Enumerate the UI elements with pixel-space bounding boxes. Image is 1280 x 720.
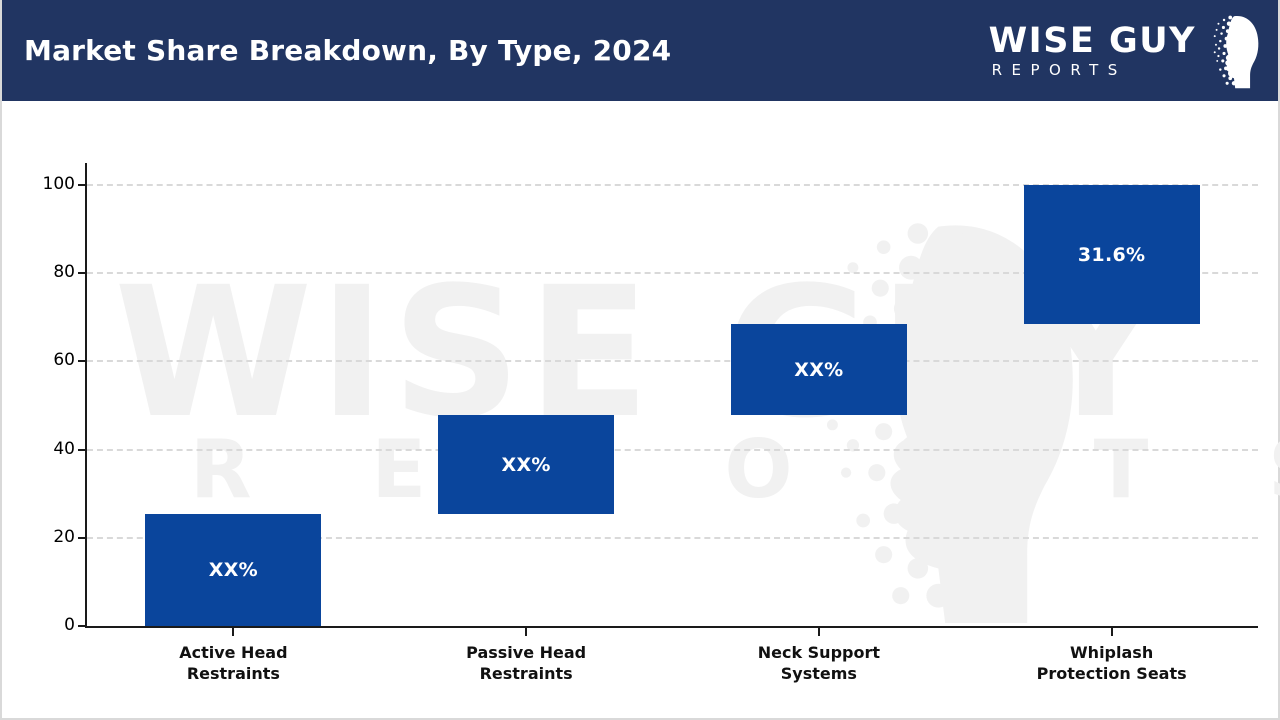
y-axis-tick-label: 100: [42, 174, 75, 194]
chart-plot-area: WISE GUY R E P O R T S 0 20 40 60 80 100 XX% Ac…: [2, 101, 1280, 720]
x-axis-line: [85, 626, 1258, 628]
logo-subtitle: REPORTS: [991, 60, 1127, 79]
y-axis-tick-mark: [78, 184, 86, 186]
gridline: [87, 360, 1258, 363]
bar-value-label: 31.6%: [1077, 243, 1146, 266]
y-axis-tick-label: 0: [64, 615, 75, 635]
x-axis-category-label: Passive Head Restraints: [466, 643, 587, 684]
y-axis-tick-label: 20: [53, 526, 75, 547]
x-axis-category-label: Neck Support Systems: [757, 643, 881, 684]
y-axis-tick-mark: [78, 625, 86, 627]
x-axis-category-label: Active Head Restraints: [179, 643, 288, 684]
logo-face-icon: [1213, 15, 1259, 88]
bar: 31.6%: [1023, 185, 1200, 325]
watermark-subtitle: R E P O R T S: [190, 423, 1280, 516]
bar: XX%: [438, 414, 615, 515]
y-axis-tick-label: 80: [53, 262, 75, 283]
bar-value-label: XX%: [794, 358, 844, 381]
gridline: [87, 536, 1258, 539]
x-axis-tick-mark: [525, 628, 528, 636]
bar-value-label: XX%: [501, 453, 551, 476]
gridline: [87, 272, 1258, 275]
bar: XX%: [145, 514, 322, 626]
bar: XX%: [730, 324, 907, 415]
y-axis-tick-mark: [78, 536, 86, 539]
y-axis-line: [85, 163, 87, 628]
y-axis-tick-label: 40: [53, 438, 75, 459]
x-axis-tick-mark: [817, 628, 820, 636]
x-axis-category-label: Whiplash Protection Seats: [1036, 643, 1187, 684]
y-axis-tick-label: 60: [53, 350, 75, 371]
logo-text: WISE GUY REPORTS: [988, 20, 1196, 79]
y-axis-tick-mark: [78, 360, 86, 363]
bar-value-label: XX%: [208, 559, 258, 582]
header-bar: Market Share Breakdown, By Type, 2024 WI…: [2, 0, 1278, 101]
x-axis-tick-mark: [232, 628, 235, 636]
gridline: [87, 448, 1258, 451]
page-title: Market Share Breakdown, By Type, 2024: [24, 34, 672, 67]
y-axis-tick-mark: [78, 272, 86, 275]
y-axis-tick-mark: [78, 448, 86, 451]
gridline: [87, 184, 1258, 186]
x-axis-tick-mark: [1110, 628, 1113, 636]
wise-guy-reports-logo: WISE GUY REPORTS: [989, 13, 1260, 89]
logo-wordmark: WISE GUY: [988, 20, 1196, 61]
